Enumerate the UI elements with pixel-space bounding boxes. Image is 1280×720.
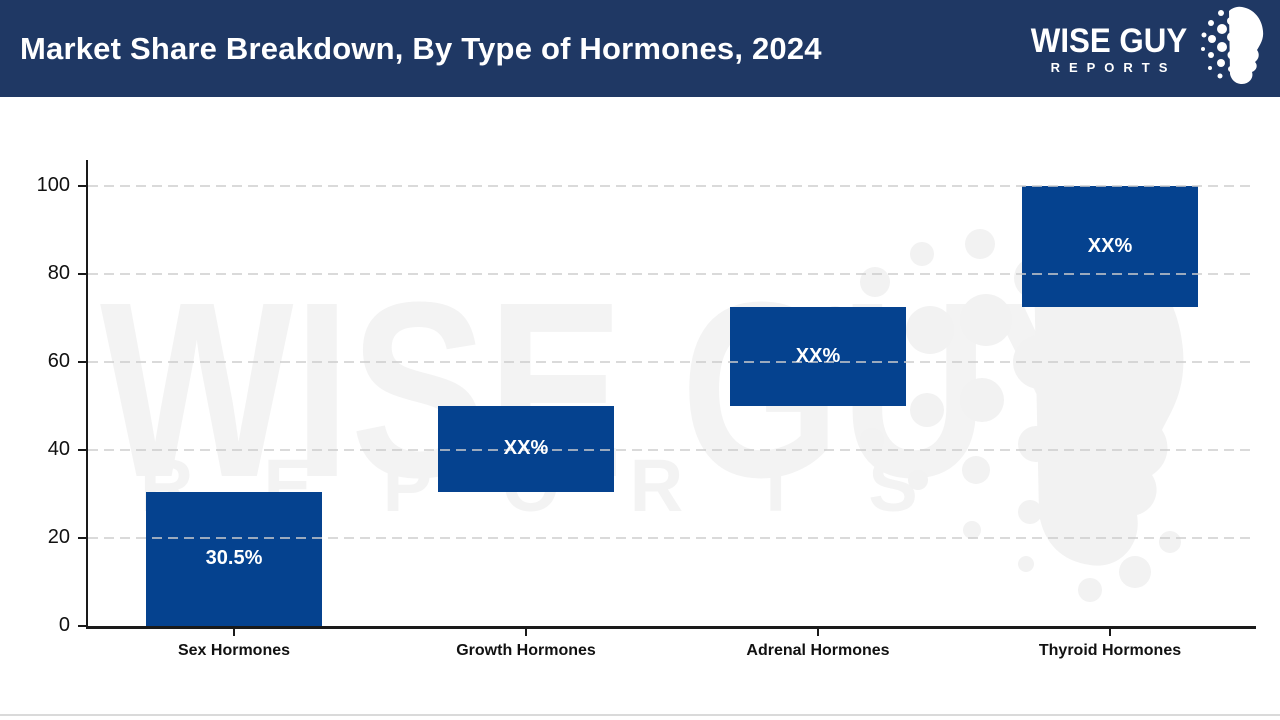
x-category-label: Thyroid Hormones xyxy=(1038,642,1182,659)
x-tick-mark xyxy=(525,629,527,636)
bar-segment xyxy=(1022,186,1198,307)
x-tick-mark xyxy=(1109,629,1111,636)
y-axis-line xyxy=(86,160,88,629)
y-tick-label: 80 xyxy=(47,262,70,284)
gridline xyxy=(88,361,1256,363)
y-tick-mark xyxy=(78,537,86,539)
bar-value-label: XX% xyxy=(730,307,906,406)
logo-wordmark: WISE GUY xyxy=(1030,21,1188,60)
x-category-label: Adrenal Hormones xyxy=(746,642,890,659)
y-tick-label: 100 xyxy=(36,174,70,196)
y-tick-label: 20 xyxy=(47,526,70,548)
bar-value-text: XX% xyxy=(795,345,841,367)
y-tick-mark xyxy=(78,449,86,451)
logo-head-dots-icon xyxy=(1198,5,1266,92)
bar-value-label: XX% xyxy=(438,406,614,492)
x-tick-mark xyxy=(233,629,235,636)
x-category-label: Sex Hormones xyxy=(177,642,291,659)
plot-area: 0 20 40 60 80 100 30.5% Sex Hormones XX% Growth H… xyxy=(37,160,1256,659)
x-tick-mark xyxy=(817,629,819,636)
x-axis-line xyxy=(86,626,1256,629)
y-tick-label: 0 xyxy=(58,614,70,636)
bar-value-text: XX% xyxy=(1087,235,1133,257)
logo-text: WISE GUY REPORTS xyxy=(1024,24,1194,74)
y-tick-label: 60 xyxy=(47,350,70,372)
chart-title: Market Share Breakdown, By Type of Hormo… xyxy=(20,30,822,66)
gridline xyxy=(88,185,1256,187)
bar-value-text: 30.5% xyxy=(205,547,263,570)
bar-segment xyxy=(146,491,322,626)
logo-subtitle: REPORTS xyxy=(1050,59,1177,75)
header-bar: Market Share Breakdown, By Type of Hormo… xyxy=(0,0,1280,97)
bar-value-label: XX% xyxy=(1022,186,1198,307)
gridline xyxy=(88,449,1256,451)
gridline xyxy=(88,537,1256,539)
y-tick-mark xyxy=(78,185,86,187)
y-tick-mark xyxy=(78,273,86,275)
bar-segment xyxy=(438,406,614,492)
y-tick-mark xyxy=(78,625,86,627)
x-category-label: Growth Hormones xyxy=(456,642,596,659)
bar-value-text: XX% xyxy=(503,437,549,460)
gridline xyxy=(88,273,1256,275)
logo: WISE GUY REPORTS xyxy=(1024,5,1266,92)
bar-segment xyxy=(730,307,906,406)
y-tick-mark xyxy=(78,361,86,363)
y-tick-label: 40 xyxy=(47,438,70,460)
footer-divider-line xyxy=(0,714,1280,716)
bar-value-label: 30.5% xyxy=(146,492,322,626)
